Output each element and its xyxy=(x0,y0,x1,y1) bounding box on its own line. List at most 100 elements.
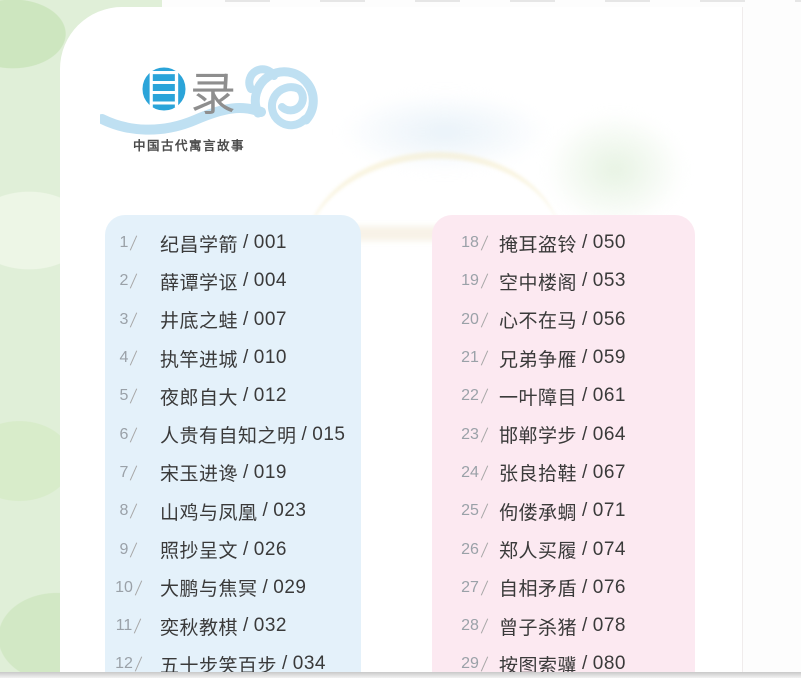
faint-illustration-blue-blob xyxy=(340,92,550,172)
toc-entry-page: 001 xyxy=(253,232,287,254)
toc-rows-right: 18 掩耳盗铃 / 050 19 空中楼阁 / 053 20 心不在马 / 05… xyxy=(432,215,695,672)
toc-entry-number-box: 1 xyxy=(107,234,147,252)
toc-entry-page: 015 xyxy=(312,423,346,445)
toc-entry-page: 076 xyxy=(592,576,626,598)
toc-entry-page: 059 xyxy=(592,347,626,369)
toc-entry-number: 23 xyxy=(461,425,479,443)
toc-entry[interactable]: 20 心不在马 / 056 xyxy=(432,301,695,339)
toc-entry-number-box: 7 xyxy=(107,464,147,482)
toc-entry-number: 20 xyxy=(461,310,479,328)
toc-entry-number-box: 25 xyxy=(452,502,494,520)
toc-entry-separator: / xyxy=(582,576,588,598)
toc-entry-title: 心不在马 xyxy=(499,311,578,333)
toc-entry[interactable]: 26 郑人买履 / 074 xyxy=(432,530,695,568)
toc-entry-title: 曾子杀猪 xyxy=(499,617,578,639)
toc-entry-number: 2 xyxy=(119,272,129,290)
toc-entry-number: 5 xyxy=(119,387,129,405)
toc-entry[interactable]: 11 奕秋教棋 / 032 xyxy=(105,607,361,645)
toc-entry-number: 26 xyxy=(461,540,479,558)
toc-entry-number: 21 xyxy=(461,349,479,367)
toc-entry-number-slash xyxy=(480,350,489,366)
toc-entry-number-slash xyxy=(480,542,489,558)
toc-entry-page: 032 xyxy=(253,615,287,637)
toc-entry-title: 佝偻承蜩 xyxy=(499,502,578,524)
toc-entry-number-box: 20 xyxy=(452,311,494,329)
toc-entry-title: 薛谭学讴 xyxy=(160,272,239,294)
toc-entry-page: 064 xyxy=(592,423,626,445)
toc-panel-right: 18 掩耳盗铃 / 050 19 空中楼阁 / 053 20 心不在马 / 05… xyxy=(432,215,695,672)
toc-entry[interactable]: 7 宋玉进谗 / 019 xyxy=(105,454,361,492)
toc-entry[interactable]: 8 山鸡与凤凰 / 023 xyxy=(105,492,361,530)
toc-entry-separator: / xyxy=(243,461,249,483)
toc-entry-title: 奕秋教棋 xyxy=(160,617,239,639)
faint-illustration-green-blob xyxy=(545,112,685,227)
toc-entry-separator: / xyxy=(282,653,288,672)
toc-entry-number-slash xyxy=(130,312,138,328)
toc-entry-number: 28 xyxy=(461,617,479,635)
toc-entry[interactable]: 22 一叶障目 / 061 xyxy=(432,377,695,415)
toc-entry-number-box: 5 xyxy=(107,387,147,405)
toc-entry-number: 22 xyxy=(461,387,479,405)
toc-entry-number: 6 xyxy=(119,425,129,443)
toc-entry-number-box: 19 xyxy=(452,272,494,290)
toc-entry-separator: / xyxy=(243,308,249,330)
toc-entry[interactable]: 23 邯郸学步 / 064 xyxy=(432,415,695,453)
toc-entry-title: 山鸡与凤凰 xyxy=(160,502,258,524)
toc-entry-number: 1 xyxy=(119,234,129,252)
toc-entry-number-box: 12 xyxy=(107,655,147,672)
toc-entry-number: 11 xyxy=(115,617,133,635)
toc-entry-title: 一叶障目 xyxy=(499,387,578,409)
toc-entry[interactable]: 25 佝偻承蜩 / 071 xyxy=(432,492,695,530)
toc-entry-page: 029 xyxy=(273,576,307,598)
toc-entry[interactable]: 18 掩耳盗铃 / 050 xyxy=(432,224,695,262)
toc-entry[interactable]: 28 曾子杀猪 / 078 xyxy=(432,607,695,645)
toc-entry-separator: / xyxy=(243,538,249,560)
toc-entry-page: 074 xyxy=(592,538,626,560)
toc-entry-separator: / xyxy=(582,500,588,522)
toc-entry-page: 010 xyxy=(253,347,287,369)
toc-entry-page: 053 xyxy=(592,270,626,292)
toc-entry-number: 9 xyxy=(119,540,129,558)
toc-entry-number-slash xyxy=(130,503,138,519)
toc-entry-number: 18 xyxy=(461,234,479,252)
logo-char-lu: 录 xyxy=(190,68,236,120)
toc-entry-number: 19 xyxy=(461,272,479,290)
toc-entry[interactable]: 9 照抄呈文 / 026 xyxy=(105,530,361,568)
toc-entry[interactable]: 4 执竿进城 / 010 xyxy=(105,339,361,377)
toc-entry[interactable]: 29 按图索骥 / 080 xyxy=(432,645,695,672)
toc-entry[interactable]: 1 纪昌学箭 / 001 xyxy=(105,224,361,262)
logo-circle xyxy=(136,61,192,117)
toc-entry-number-slash xyxy=(130,465,138,481)
toc-entry-number-slash xyxy=(480,388,489,404)
toc-entry[interactable]: 10 大鹏与焦冥 / 029 xyxy=(105,569,361,607)
toc-entry[interactable]: 19 空中楼阁 / 053 xyxy=(432,262,695,300)
toc-entry-number-box: 8 xyxy=(107,502,147,520)
toc-entry-number-box: 29 xyxy=(452,655,494,672)
toc-entry-page: 019 xyxy=(253,461,287,483)
toc-entry-number: 7 xyxy=(119,463,129,481)
toc-entry-page: 071 xyxy=(592,500,626,522)
toc-entry-title: 邯郸学步 xyxy=(499,426,578,448)
toc-entry-number: 24 xyxy=(461,463,479,481)
toc-entry[interactable]: 27 自相矛盾 / 076 xyxy=(432,569,695,607)
toc-entry[interactable]: 6 人贵有自知之明 / 015 xyxy=(105,415,361,453)
toc-entry-number: 8 xyxy=(119,502,129,520)
toc-entry-title: 人贵有自知之明 xyxy=(160,426,297,448)
toc-entry[interactable]: 24 张良拾鞋 / 067 xyxy=(432,454,695,492)
toc-entry[interactable]: 21 兄弟争雁 / 059 xyxy=(432,339,695,377)
toc-entry[interactable]: 5 夜郎自大 / 012 xyxy=(105,377,361,415)
toc-entry-page: 056 xyxy=(592,308,626,330)
toc-entry-number: 25 xyxy=(461,502,479,520)
toc-entry-title: 兄弟争雁 xyxy=(499,349,578,371)
toc-entry[interactable]: 2 薛谭学讴 / 004 xyxy=(105,262,361,300)
toc-entry-number: 27 xyxy=(461,578,479,596)
toc-entry-title: 执竿进城 xyxy=(160,349,239,371)
toc-entry-page: 007 xyxy=(253,308,287,330)
toc-entry[interactable]: 12 五十步笑百步 / 034 xyxy=(105,645,361,672)
toc-entry[interactable]: 3 井底之蛙 / 007 xyxy=(105,301,361,339)
toc-logo: 目 录 xyxy=(100,55,340,155)
toc-entry-number-box: 21 xyxy=(452,349,494,367)
toc-entry-number-box: 22 xyxy=(452,387,494,405)
toc-entry-separator: / xyxy=(243,232,249,254)
toc-entry-number-slash xyxy=(480,656,489,672)
